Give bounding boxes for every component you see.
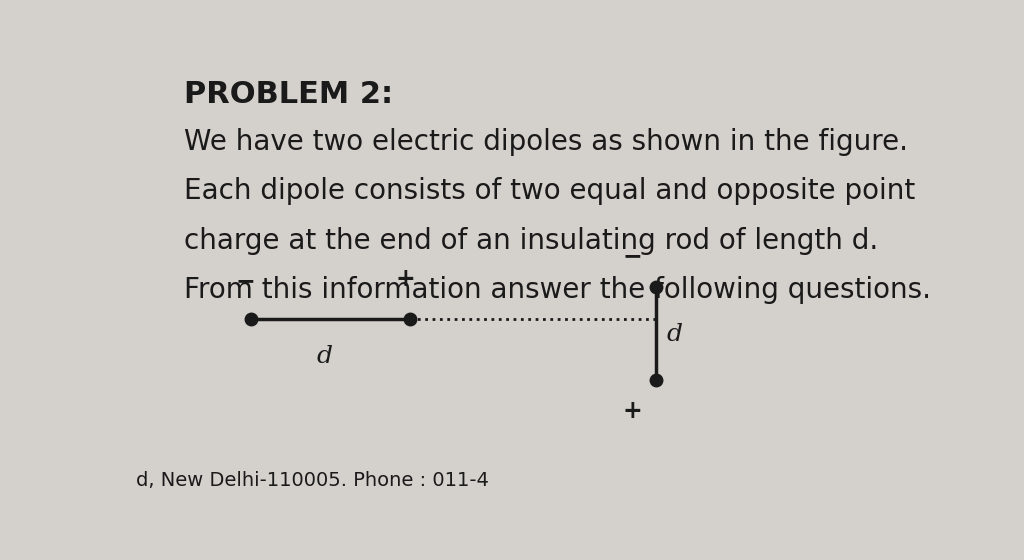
Text: PROBLEM 2:: PROBLEM 2: (183, 80, 392, 109)
Text: We have two electric dipoles as shown in the figure.: We have two electric dipoles as shown in… (183, 128, 907, 156)
Text: From this information answer the following questions.: From this information answer the followi… (183, 276, 931, 304)
Text: +: + (623, 399, 642, 423)
Text: −: − (623, 244, 642, 268)
Text: d, New Delhi-110005. Phone : 011-4: d, New Delhi-110005. Phone : 011-4 (136, 471, 488, 490)
Text: charge at the end of an insulating rod of length d.: charge at the end of an insulating rod o… (183, 227, 878, 255)
Text: −: − (236, 269, 255, 293)
Text: Each dipole consists of two equal and opposite point: Each dipole consists of two equal and op… (183, 177, 914, 205)
Text: d: d (316, 346, 333, 368)
Text: d: d (666, 323, 682, 346)
Text: +: + (396, 268, 416, 291)
